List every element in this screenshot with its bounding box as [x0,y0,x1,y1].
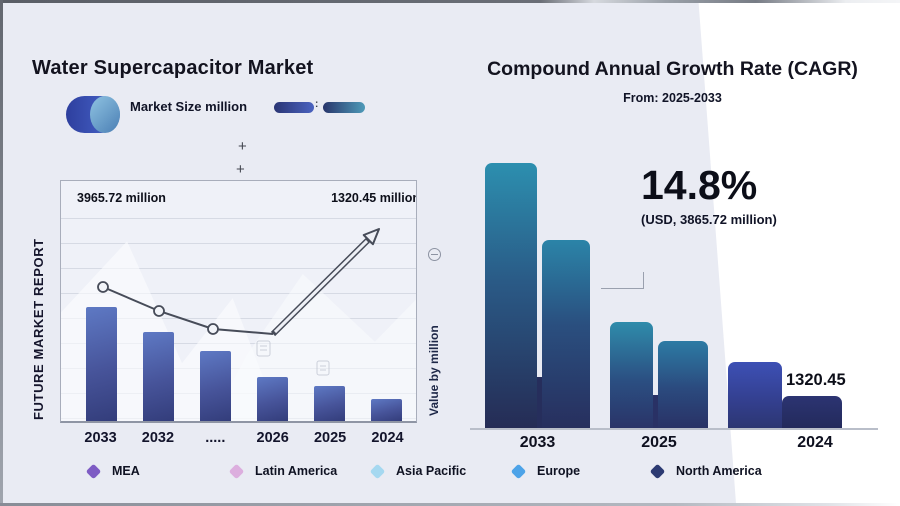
start-value-annotation: 3965.72 million [77,191,166,205]
left-bar [200,351,231,421]
end-value-label: 1320.45 [786,371,846,389]
ratio-separator: : [315,99,319,110]
left-bar [371,399,402,421]
cagr-bar-secondary [542,240,590,428]
cagr-bar-primary [728,362,782,428]
cagr-bar-primary [485,163,537,428]
x-tick-label: 2026 [256,430,289,446]
cagr-bar-secondary [782,396,842,428]
plus-icon: + [236,161,245,178]
x-tick-label: 2025 [313,430,347,446]
capacitor-logo-icon [66,96,120,133]
ratio-pill-left [274,102,314,113]
cagr-bar-primary [610,322,653,428]
x-tick-label: 2025 [641,434,677,451]
circle-minus-icon [428,248,441,261]
ratio-pill-right [323,102,365,113]
market-size-x-axis: 2033 2032 ..... 2026 2025 2024 [84,430,404,446]
logo-cap [90,96,120,133]
watermark-vertical-text: FUTURE MARKET REPORT [31,238,46,420]
end-value-annotation: 1320.45 million [331,191,417,205]
left-bar [143,332,174,421]
x-tick-label: 2033 [84,430,117,446]
legend-item: North America [649,463,762,479]
legend-label: Europe [537,464,581,478]
x-tick-label: 2032 [141,430,175,446]
corner-bracket-decoration [601,272,644,289]
left-bar [257,377,288,421]
left-bar [86,307,117,421]
frame-left-edge [0,0,3,506]
legend-diamond-icon [369,463,386,479]
x-tick-label: 2024 [797,434,833,451]
frame-top-edge [0,0,900,3]
market-size-chart: 3965.72 million 1320.45 million [60,180,417,423]
x-tick-label: ..... [205,430,226,446]
legend-diamond-icon [510,463,527,479]
cagr-subtitle: From: 2025-2033 [623,91,722,105]
cagr-bar-secondary [658,341,708,428]
left-bar [314,386,345,421]
legend-item: Latin America [228,463,338,479]
frame-bottom-edge [0,503,900,506]
cagr-chart [470,160,882,430]
x-axis-line [470,428,878,430]
cagr-base-value: (USD, 3865.72 million) [641,212,777,227]
y-axis-label: Value by million [427,325,441,416]
bar-joiner [537,377,542,428]
cagr-percentage: 14.8% [641,162,758,208]
legend-item: Asia Pacific [369,463,467,479]
page-title: Water Supercapacitor Market [32,57,314,79]
trend-line-arrow [97,228,380,376]
market-size-label: Market Size million [130,99,248,114]
legend-diamond-icon [649,463,666,479]
market-size-bars [86,181,402,421]
legend-item: Europe [510,463,581,479]
legend-diamond-icon [228,463,245,479]
legend-label: MEA [112,464,140,478]
legend-label: Latin America [255,464,338,478]
legend-label: North America [676,464,762,478]
x-tick-label: 2033 [519,434,556,451]
cagr-title: Compound Annual Growth Rate (CAGR) [487,58,858,80]
legend-item: MEA [85,463,140,479]
plus-icon: + [238,138,247,155]
legend-label: Asia Pacific [396,464,467,478]
x-tick-label: 2024 [371,430,404,446]
bar-joiner [653,395,658,428]
legend-diamond-icon [85,463,102,479]
